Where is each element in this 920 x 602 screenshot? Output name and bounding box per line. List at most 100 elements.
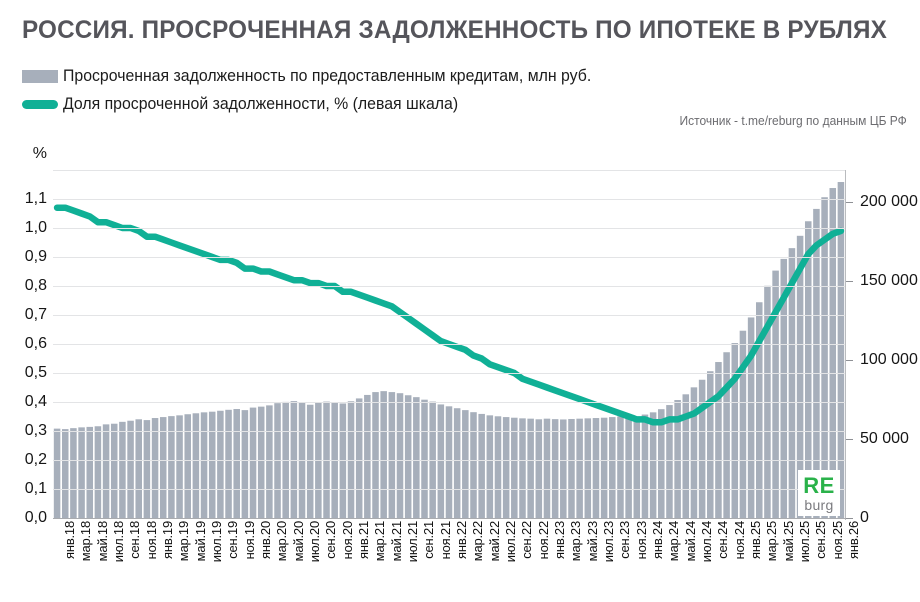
y-axis-left-tick: 0,7 <box>24 306 47 323</box>
x-axis-tick-label: ноя.18 <box>143 521 159 560</box>
bar <box>551 419 559 518</box>
y-axis-left-unit: % <box>32 145 47 162</box>
bar <box>609 417 616 518</box>
x-axis-tick-label: мар.23 <box>568 521 584 562</box>
x-axis-tick-label: сен.20 <box>323 521 339 559</box>
axis-bottom-line <box>53 518 846 519</box>
legend-item-line: Доля просроченной задолженности, % (лева… <box>22 92 613 116</box>
x-axis-tick-label: сен.19 <box>225 521 241 559</box>
y-axis-left-tick: 0,0 <box>24 509 47 526</box>
y-axis-left-tick: 0,1 <box>24 480 47 497</box>
gridline <box>53 199 845 200</box>
y-axis-right-tick: 100 000 <box>860 350 918 368</box>
bar <box>804 221 812 518</box>
bar <box>445 406 453 518</box>
bar <box>404 395 412 518</box>
legend: Просроченная задолженность по предоставл… <box>22 64 613 120</box>
x-axis-tick-label: ноя.24 <box>731 521 747 560</box>
x-axis-tick-label: янв.21 <box>356 521 372 559</box>
x-axis-tick-label: янв.22 <box>454 521 469 559</box>
y-axis-left-tick: 0,4 <box>24 393 47 410</box>
bar <box>723 352 730 518</box>
x-axis-tick-label: май.23 <box>584 521 600 562</box>
bar <box>690 387 698 518</box>
bar <box>829 188 837 518</box>
bar <box>257 406 265 518</box>
bar <box>796 235 804 519</box>
x-axis-tick-label: май.18 <box>94 521 110 562</box>
x-axis-tick-label: мар.20 <box>274 521 290 562</box>
bar <box>437 404 445 518</box>
x-axis-labels: янв.18 мар.18 май.18 июл.18 сен.18 ноя.18 янв.… <box>53 521 861 602</box>
bar <box>658 409 665 518</box>
bar <box>102 424 110 518</box>
bar <box>780 258 788 518</box>
bar <box>698 379 706 518</box>
bar <box>543 418 551 518</box>
y-axis-right-tick: 200 000 <box>860 192 918 210</box>
source-note: Источник - t.me/reburg по данным ЦБ РФ <box>679 114 907 128</box>
x-axis-tick-label: июл.20 <box>307 521 323 563</box>
bar <box>143 420 151 518</box>
x-axis-tick-label: июл.21 <box>405 521 420 563</box>
bar <box>421 399 428 518</box>
bar <box>233 409 240 518</box>
bar <box>600 417 608 518</box>
x-axis-tick-label: май.19 <box>192 521 208 562</box>
bar <box>462 410 469 518</box>
x-axis-tick-label: сен.25 <box>813 521 829 559</box>
legend-line-swatch-icon <box>22 99 58 109</box>
x-axis-tick-label: янв.18 <box>62 521 78 559</box>
bar <box>168 416 175 518</box>
bar <box>592 418 600 518</box>
bar <box>176 415 183 518</box>
y-axis-left-tick: 0,9 <box>24 248 47 265</box>
x-axis-tick-label: янв.24 <box>649 521 665 559</box>
logo-re-text: RE <box>803 472 835 498</box>
bar <box>649 412 657 518</box>
bar <box>666 405 673 518</box>
y-axis-right-tick: 0 <box>860 509 869 526</box>
bar <box>217 410 224 518</box>
plot-area <box>53 170 845 519</box>
reburg-logo: RE burg <box>798 470 840 516</box>
bar <box>388 392 396 518</box>
x-axis-tick-label: май.20 <box>290 521 306 562</box>
x-axis-tick-label: мар.18 <box>78 521 94 562</box>
bar <box>372 392 379 518</box>
bar <box>674 400 681 518</box>
bar <box>396 393 404 518</box>
y-axis-left-tick: 0,6 <box>24 335 47 352</box>
x-axis-tick-label: мар.21 <box>372 521 388 562</box>
bar <box>707 371 714 518</box>
y-axis-right-tickmark <box>846 438 853 440</box>
x-axis-tick-label: мар.19 <box>176 521 192 562</box>
bar <box>788 248 796 518</box>
x-axis-tick-label: май.25 <box>780 521 796 562</box>
bar <box>625 415 632 518</box>
x-axis-tick-label: сен.23 <box>617 521 633 559</box>
bar <box>127 420 134 518</box>
y-axis-right-tickmark <box>846 201 853 203</box>
x-axis-tick-label: янв.20 <box>258 521 274 559</box>
bar <box>192 413 200 518</box>
bar <box>478 413 485 518</box>
bar <box>290 401 298 518</box>
y-axis-right: 0 50 000 100 000 150 000 200 000 <box>846 0 920 602</box>
bar <box>453 408 461 518</box>
bar <box>151 418 159 518</box>
legend-line-label: Доля просроченной задолженности, % (лева… <box>63 94 459 113</box>
y-axis-right-tick: 150 000 <box>860 271 918 289</box>
bar <box>511 417 518 518</box>
bar <box>241 410 249 518</box>
x-axis-tick-label: ноя.22 <box>535 521 551 560</box>
bar <box>53 428 61 518</box>
bar <box>617 416 624 518</box>
x-axis-tick-label: янв.23 <box>551 521 567 559</box>
bar <box>364 394 371 518</box>
y-axis-right-tick: 50 000 <box>860 429 909 447</box>
legend-bar-label: Просроченная задолженность по предоставл… <box>63 66 592 85</box>
gridline <box>53 344 845 345</box>
bar <box>429 401 436 518</box>
bar <box>78 427 85 518</box>
